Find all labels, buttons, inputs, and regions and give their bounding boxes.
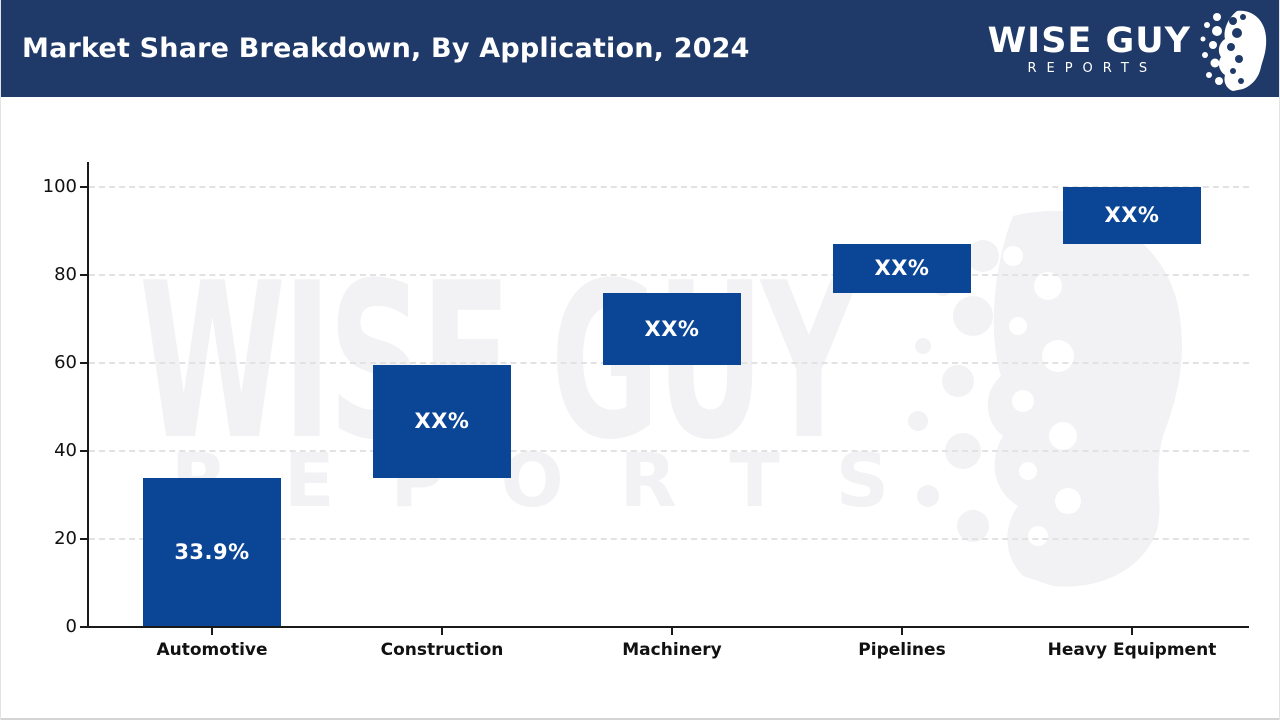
watermark-text-sub: REPORTS bbox=[171, 438, 946, 524]
watermark-face-icon bbox=[908, 210, 1183, 587]
y-tick-mark-80 bbox=[80, 274, 88, 276]
y-tick-mark-0 bbox=[80, 626, 88, 628]
y-tick-label-40: 40 bbox=[54, 440, 77, 461]
gridline-20 bbox=[89, 538, 1249, 540]
header-bar: Market Share Breakdown, By Application, … bbox=[1, 0, 1279, 97]
y-tick-label-20: 20 bbox=[54, 528, 77, 549]
brand-subname: REPORTS bbox=[1027, 60, 1158, 76]
bar-machinery: XX% bbox=[603, 292, 741, 365]
y-tick-label-0: 0 bbox=[65, 616, 77, 637]
bar-value-label: 33.9% bbox=[174, 540, 250, 565]
gridline-80 bbox=[89, 274, 1249, 276]
brand-name: WISE GUY bbox=[987, 20, 1191, 61]
y-tick-label-80: 80 bbox=[54, 264, 77, 285]
y-axis-line bbox=[87, 162, 89, 628]
bar-construction: XX% bbox=[373, 364, 511, 478]
x-category-label-machinery: Machinery bbox=[622, 640, 722, 660]
bar-value-label: XX% bbox=[644, 316, 700, 341]
y-tick-mark-20 bbox=[80, 538, 88, 540]
x-tick-mark-3 bbox=[671, 628, 673, 635]
x-category-label-construction: Construction bbox=[380, 640, 504, 660]
y-tick-mark-100 bbox=[80, 186, 88, 188]
page-title: Market Share Breakdown, By Application, … bbox=[22, 33, 750, 64]
bottom-border-line bbox=[1, 718, 1279, 720]
brand-logo: WISE GUY REPORTS bbox=[988, 6, 1267, 92]
brand-logo-text: WISE GUY REPORTS bbox=[988, 23, 1191, 76]
bar-automotive: 33.9% bbox=[143, 477, 281, 627]
x-tick-mark-5 bbox=[1131, 628, 1133, 635]
y-tick-mark-40 bbox=[80, 450, 88, 452]
y-tick-label-100: 100 bbox=[42, 176, 77, 197]
bar-pipelines: XX% bbox=[833, 243, 971, 293]
y-tick-mark-60 bbox=[80, 362, 88, 364]
x-category-label-heavy-equipment: Heavy Equipment bbox=[1047, 640, 1217, 660]
bar-value-label: XX% bbox=[874, 256, 930, 281]
x-tick-mark-1 bbox=[211, 628, 213, 635]
x-category-label-automotive: Automotive bbox=[156, 640, 268, 660]
brand-face-icon bbox=[1200, 10, 1267, 91]
bar-value-label: XX% bbox=[414, 409, 470, 434]
x-tick-mark-4 bbox=[901, 628, 903, 635]
gridline-100 bbox=[89, 186, 1249, 188]
bar-heavy-equipment: XX% bbox=[1063, 187, 1201, 244]
gridline-40 bbox=[89, 450, 1249, 452]
x-axis-line bbox=[87, 626, 1249, 628]
bar-value-label: XX% bbox=[1104, 203, 1160, 228]
x-category-label-pipelines: Pipelines bbox=[858, 640, 946, 660]
y-tick-label-60: 60 bbox=[54, 352, 77, 373]
x-tick-mark-2 bbox=[441, 628, 443, 635]
